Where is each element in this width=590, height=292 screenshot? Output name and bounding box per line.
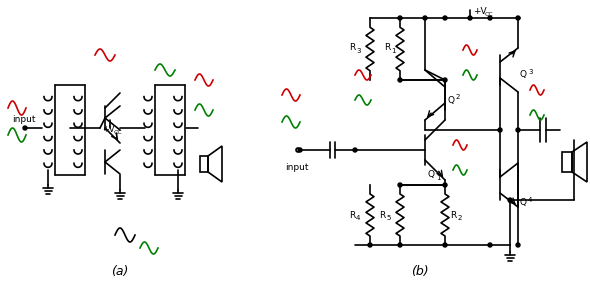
- Text: 4: 4: [356, 215, 360, 221]
- Circle shape: [443, 78, 447, 82]
- Text: R: R: [349, 211, 355, 220]
- Circle shape: [498, 128, 502, 132]
- Text: 3: 3: [356, 48, 360, 54]
- Text: Q: Q: [428, 171, 435, 180]
- Text: R: R: [349, 44, 355, 53]
- Circle shape: [516, 16, 520, 20]
- Circle shape: [516, 128, 520, 132]
- Text: (a): (a): [112, 265, 129, 279]
- Circle shape: [398, 78, 402, 82]
- Text: 4: 4: [528, 197, 532, 203]
- Circle shape: [516, 243, 520, 247]
- Text: 2: 2: [456, 94, 460, 100]
- Circle shape: [298, 148, 302, 152]
- Text: Q: Q: [448, 95, 455, 105]
- Text: R: R: [379, 211, 385, 220]
- Text: +V: +V: [102, 126, 114, 135]
- Text: Q: Q: [520, 199, 527, 208]
- Text: CC: CC: [485, 11, 494, 17]
- Text: input: input: [285, 164, 309, 173]
- Circle shape: [488, 16, 492, 20]
- Circle shape: [353, 148, 357, 152]
- Text: R: R: [384, 44, 390, 53]
- Circle shape: [488, 243, 492, 247]
- Circle shape: [423, 16, 427, 20]
- Text: 5: 5: [386, 215, 391, 221]
- Text: R: R: [450, 211, 456, 220]
- Text: Q: Q: [520, 70, 527, 79]
- Circle shape: [443, 243, 447, 247]
- Circle shape: [398, 243, 402, 247]
- Text: CC: CC: [114, 129, 123, 135]
- Text: (b): (b): [411, 265, 429, 279]
- Circle shape: [468, 16, 472, 20]
- Circle shape: [508, 198, 512, 202]
- Text: 1: 1: [436, 175, 441, 181]
- Circle shape: [398, 16, 402, 20]
- Circle shape: [398, 183, 402, 187]
- Text: 2: 2: [458, 215, 463, 221]
- Circle shape: [443, 183, 447, 187]
- Circle shape: [368, 243, 372, 247]
- Text: 1: 1: [391, 48, 395, 54]
- Text: +V: +V: [473, 8, 487, 17]
- Circle shape: [23, 126, 27, 130]
- Text: input: input: [12, 116, 35, 124]
- Text: 3: 3: [528, 69, 533, 75]
- Circle shape: [443, 16, 447, 20]
